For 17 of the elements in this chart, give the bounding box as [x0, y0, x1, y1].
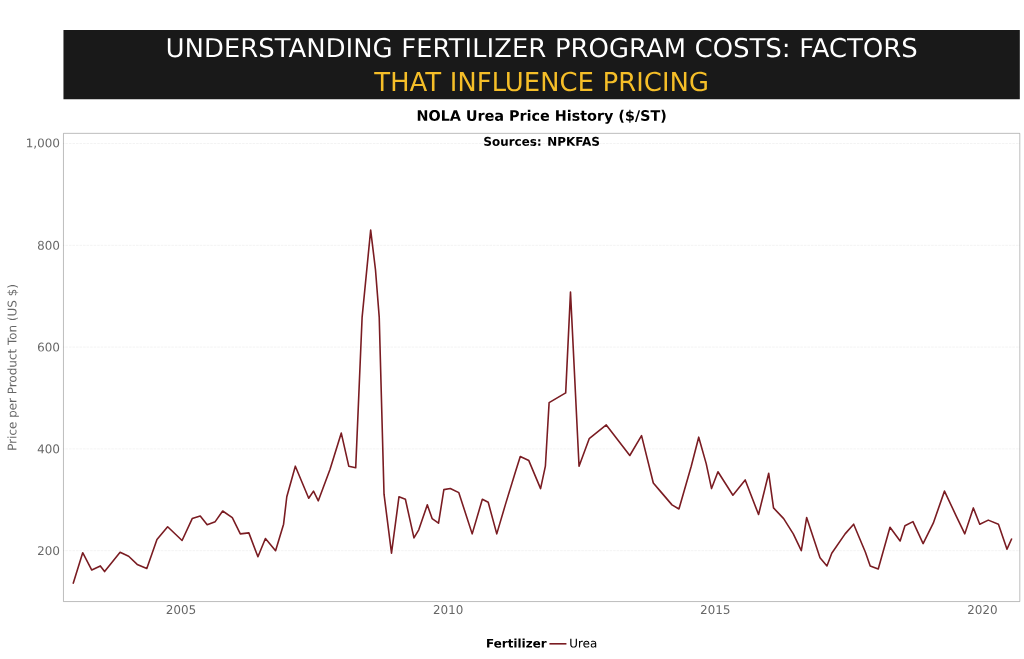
x-tick-label: 2015: [700, 605, 730, 615]
annotation: Sources: NPKFAS: [484, 136, 600, 146]
y-axis-title: Price per Product Ton (US $): [7, 285, 19, 450]
chart-title: NOLA Urea Price History ($/ST): [417, 109, 666, 124]
x-tick-label: 2005: [166, 605, 196, 615]
y-tick-label: 1,000: [27, 138, 60, 149]
y-tick-label: 800: [37, 240, 60, 250]
y-tick-label: 400: [37, 444, 60, 454]
x-tick-label: 2010: [433, 605, 463, 615]
text: UNDERSTANDING FERTILIZER PROGRAM COSTS: FACTORS: [167, 37, 917, 58]
legend-title: Fertilizer: [487, 638, 547, 648]
y-tick-label: 200: [38, 546, 60, 556]
legend-label: Urea: [570, 638, 597, 648]
text: THAT INFLUENCE PRICING: [374, 71, 707, 92]
line-series: [72, 229, 1013, 585]
x-tick-label: 2020: [968, 605, 997, 615]
y-tick-label: 600: [37, 342, 60, 352]
